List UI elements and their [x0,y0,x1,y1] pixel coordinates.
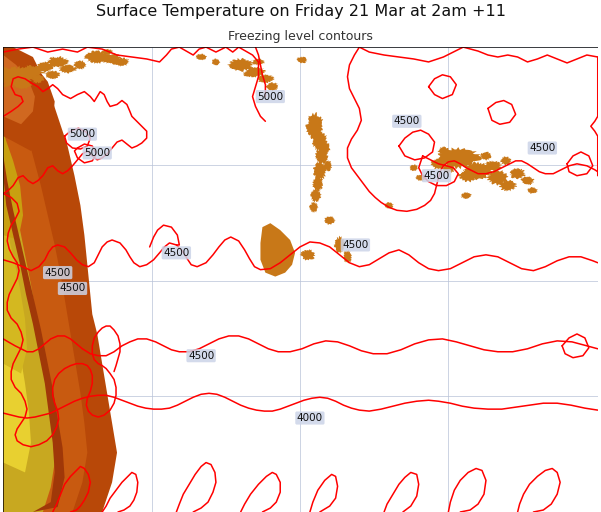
Polygon shape [510,168,526,179]
Polygon shape [415,174,426,181]
Polygon shape [13,80,32,90]
Polygon shape [31,74,44,83]
Polygon shape [320,141,331,155]
Polygon shape [309,202,319,213]
Text: 4500: 4500 [394,116,420,126]
Polygon shape [310,188,322,202]
Polygon shape [430,158,447,169]
Polygon shape [243,70,254,77]
Polygon shape [299,249,316,261]
Text: 4500: 4500 [59,284,85,293]
Polygon shape [435,147,482,169]
Polygon shape [245,67,266,78]
Polygon shape [3,156,64,512]
Polygon shape [312,131,328,153]
Polygon shape [3,136,55,512]
Text: 5000: 5000 [257,92,284,101]
Polygon shape [343,250,352,263]
Polygon shape [3,47,87,512]
Text: 4500: 4500 [188,351,214,361]
Polygon shape [324,160,332,172]
Text: 4500: 4500 [423,170,450,181]
Polygon shape [3,55,35,124]
Polygon shape [296,56,308,63]
Polygon shape [409,164,418,171]
Polygon shape [3,47,55,151]
Polygon shape [46,70,61,79]
Polygon shape [305,112,323,140]
Polygon shape [313,160,326,181]
Polygon shape [265,82,279,91]
Polygon shape [462,161,495,180]
Text: 4500: 4500 [529,143,555,153]
Polygon shape [252,58,265,66]
Polygon shape [520,177,534,185]
Polygon shape [0,66,34,89]
Polygon shape [334,236,345,253]
Polygon shape [526,187,538,194]
Polygon shape [212,58,221,66]
Polygon shape [487,170,508,185]
Polygon shape [73,60,87,70]
Polygon shape [260,223,295,276]
Polygon shape [227,58,254,72]
Text: Surface Temperature on Friday 21 Mar at 2am +11: Surface Temperature on Friday 21 Mar at … [96,4,505,19]
Polygon shape [312,176,323,192]
Polygon shape [442,164,456,174]
Polygon shape [460,192,472,199]
Polygon shape [480,152,492,161]
Polygon shape [324,216,335,225]
Text: Freezing level contours: Freezing level contours [228,30,373,43]
Polygon shape [315,146,329,165]
Text: 4500: 4500 [343,240,368,250]
Polygon shape [3,47,117,512]
Polygon shape [3,245,31,473]
Polygon shape [84,50,111,64]
Polygon shape [35,61,53,73]
Polygon shape [384,202,394,209]
Text: 4500: 4500 [163,248,189,258]
Polygon shape [46,56,70,67]
Text: 5000: 5000 [69,129,96,139]
Text: 4500: 4500 [44,268,71,278]
Text: 4000: 4000 [297,413,323,423]
Polygon shape [102,49,113,55]
Polygon shape [257,74,275,83]
Polygon shape [3,131,23,240]
Polygon shape [438,146,449,156]
Polygon shape [457,169,478,182]
Polygon shape [498,180,517,191]
Text: 5000: 5000 [84,148,111,158]
Polygon shape [114,57,130,67]
Polygon shape [484,160,502,172]
Polygon shape [58,64,77,74]
Polygon shape [102,53,122,65]
Polygon shape [500,156,511,165]
Polygon shape [3,220,27,374]
Polygon shape [19,65,45,78]
Polygon shape [196,54,207,60]
